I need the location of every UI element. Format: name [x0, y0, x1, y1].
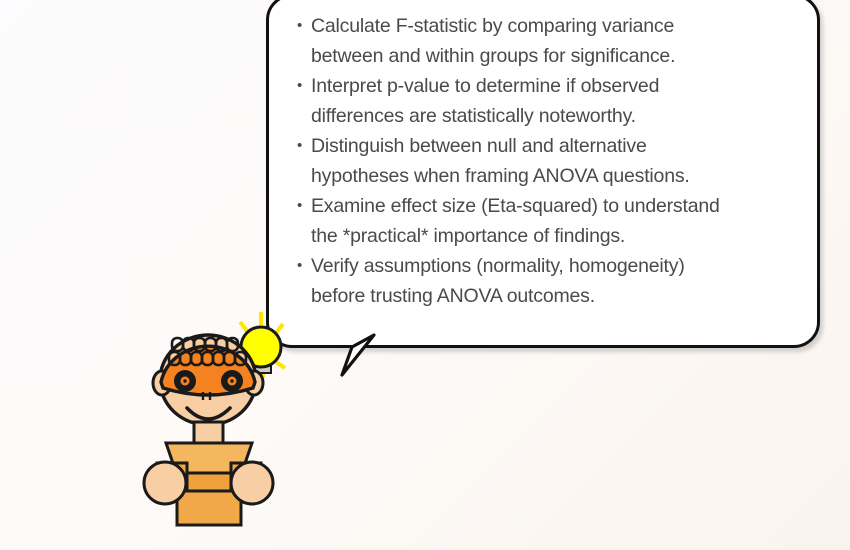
left-eye-pupil [183, 379, 187, 383]
thinking-person-figure [142, 312, 287, 527]
list-item: Calculate F-statistic by comparing varia… [297, 11, 801, 71]
list-item: Examine effect size (Eta-squared) to und… [297, 191, 801, 251]
smile-mouth [185, 406, 232, 421]
nose [201, 392, 212, 400]
list-item: Interpret p-value to determine if observ… [297, 71, 801, 131]
list-item: Verify assumptions (normality, homogenei… [297, 251, 801, 311]
speech-bubble-tail [340, 333, 376, 377]
speech-bubble: Calculate F-statistic by comparing varia… [266, 0, 820, 348]
hair-braid-pattern [167, 336, 248, 367]
tail-triangle [340, 333, 376, 377]
list-item: Distinguish between null and alternative… [297, 131, 801, 191]
right-eye-pupil [230, 379, 234, 383]
neck [192, 420, 225, 446]
right-hand [229, 460, 275, 506]
left-hand [142, 460, 188, 506]
bullet-list: Calculate F-statistic by comparing varia… [297, 11, 801, 311]
